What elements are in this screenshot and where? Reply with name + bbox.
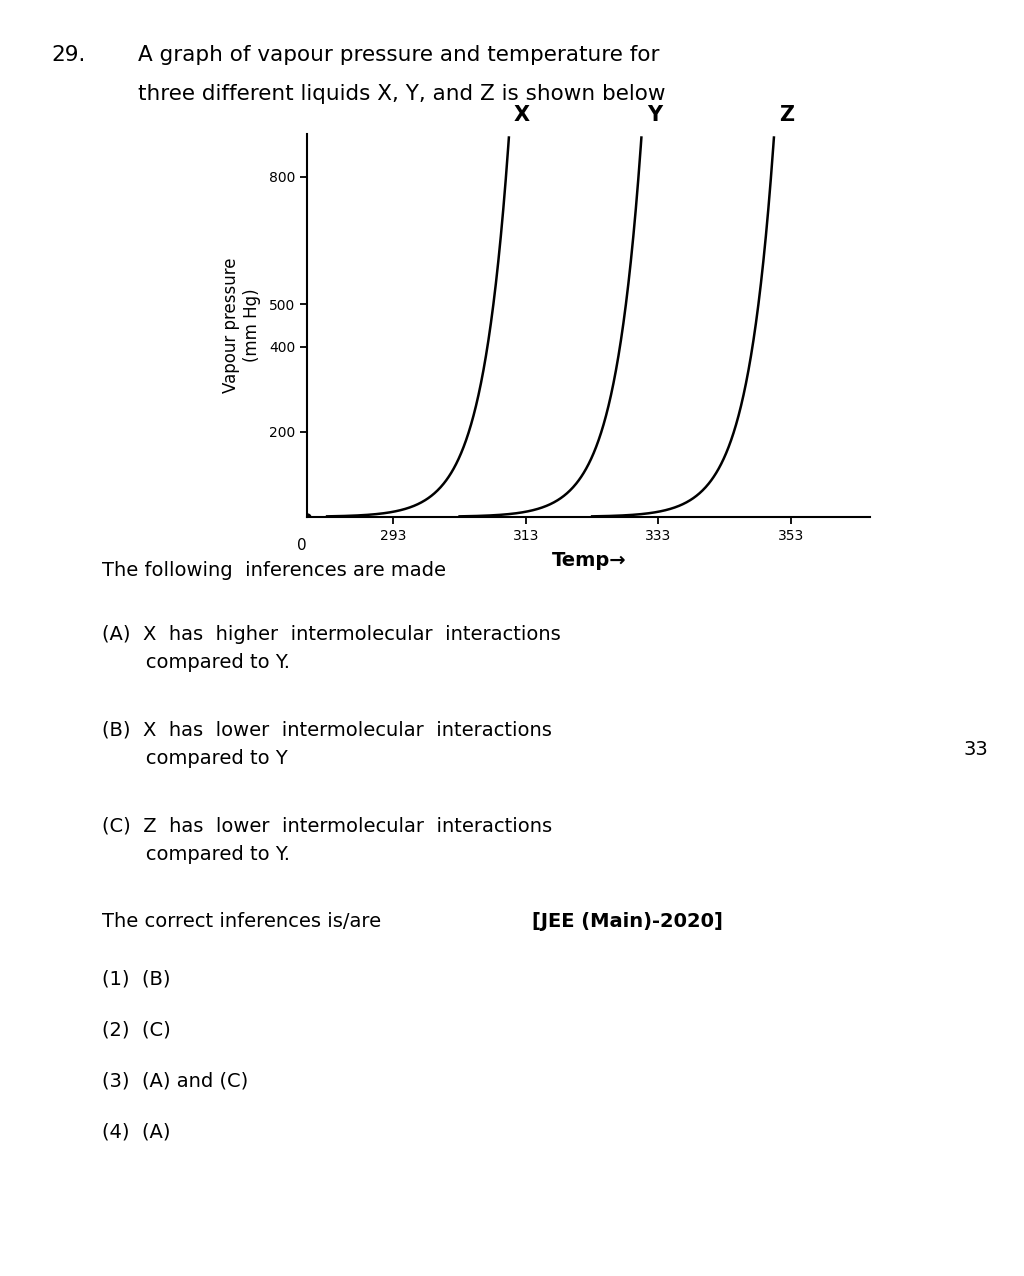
- Text: 0: 0: [297, 538, 307, 553]
- Text: 33: 33: [964, 740, 988, 759]
- Text: (A)  X  has  higher  intermolecular  interactions
       compared to Y.: (A) X has higher intermolecular interact…: [102, 625, 561, 672]
- Text: (C)  Z  has  lower  intermolecular  interactions
       compared to Y.: (C) Z has lower intermolecular interacti…: [102, 817, 553, 864]
- Text: A graph of vapour pressure and temperature for: A graph of vapour pressure and temperatu…: [138, 45, 659, 65]
- Text: Z: Z: [779, 105, 795, 125]
- Text: (2)  (C): (2) (C): [102, 1021, 171, 1040]
- Text: (4)  (A): (4) (A): [102, 1123, 171, 1142]
- X-axis label: Temp→: Temp→: [552, 551, 626, 570]
- Text: 29.: 29.: [51, 45, 86, 65]
- Text: X: X: [514, 105, 530, 125]
- Text: (1)  (B): (1) (B): [102, 970, 171, 989]
- Text: [JEE (Main)-2020]: [JEE (Main)-2020]: [532, 912, 723, 931]
- Y-axis label: Vapour pressure
(mm Hg): Vapour pressure (mm Hg): [222, 258, 261, 393]
- Text: Y: Y: [647, 105, 663, 125]
- Text: three different liquids X, Y, and Z is shown below: three different liquids X, Y, and Z is s…: [138, 84, 666, 105]
- Text: (3)  (A) and (C): (3) (A) and (C): [102, 1072, 249, 1091]
- Text: The correct inferences is/are: The correct inferences is/are: [102, 912, 382, 931]
- Text: The following  inferences are made: The following inferences are made: [102, 561, 446, 581]
- Text: (B)  X  has  lower  intermolecular  interactions
       compared to Y: (B) X has lower intermolecular interacti…: [102, 721, 552, 768]
